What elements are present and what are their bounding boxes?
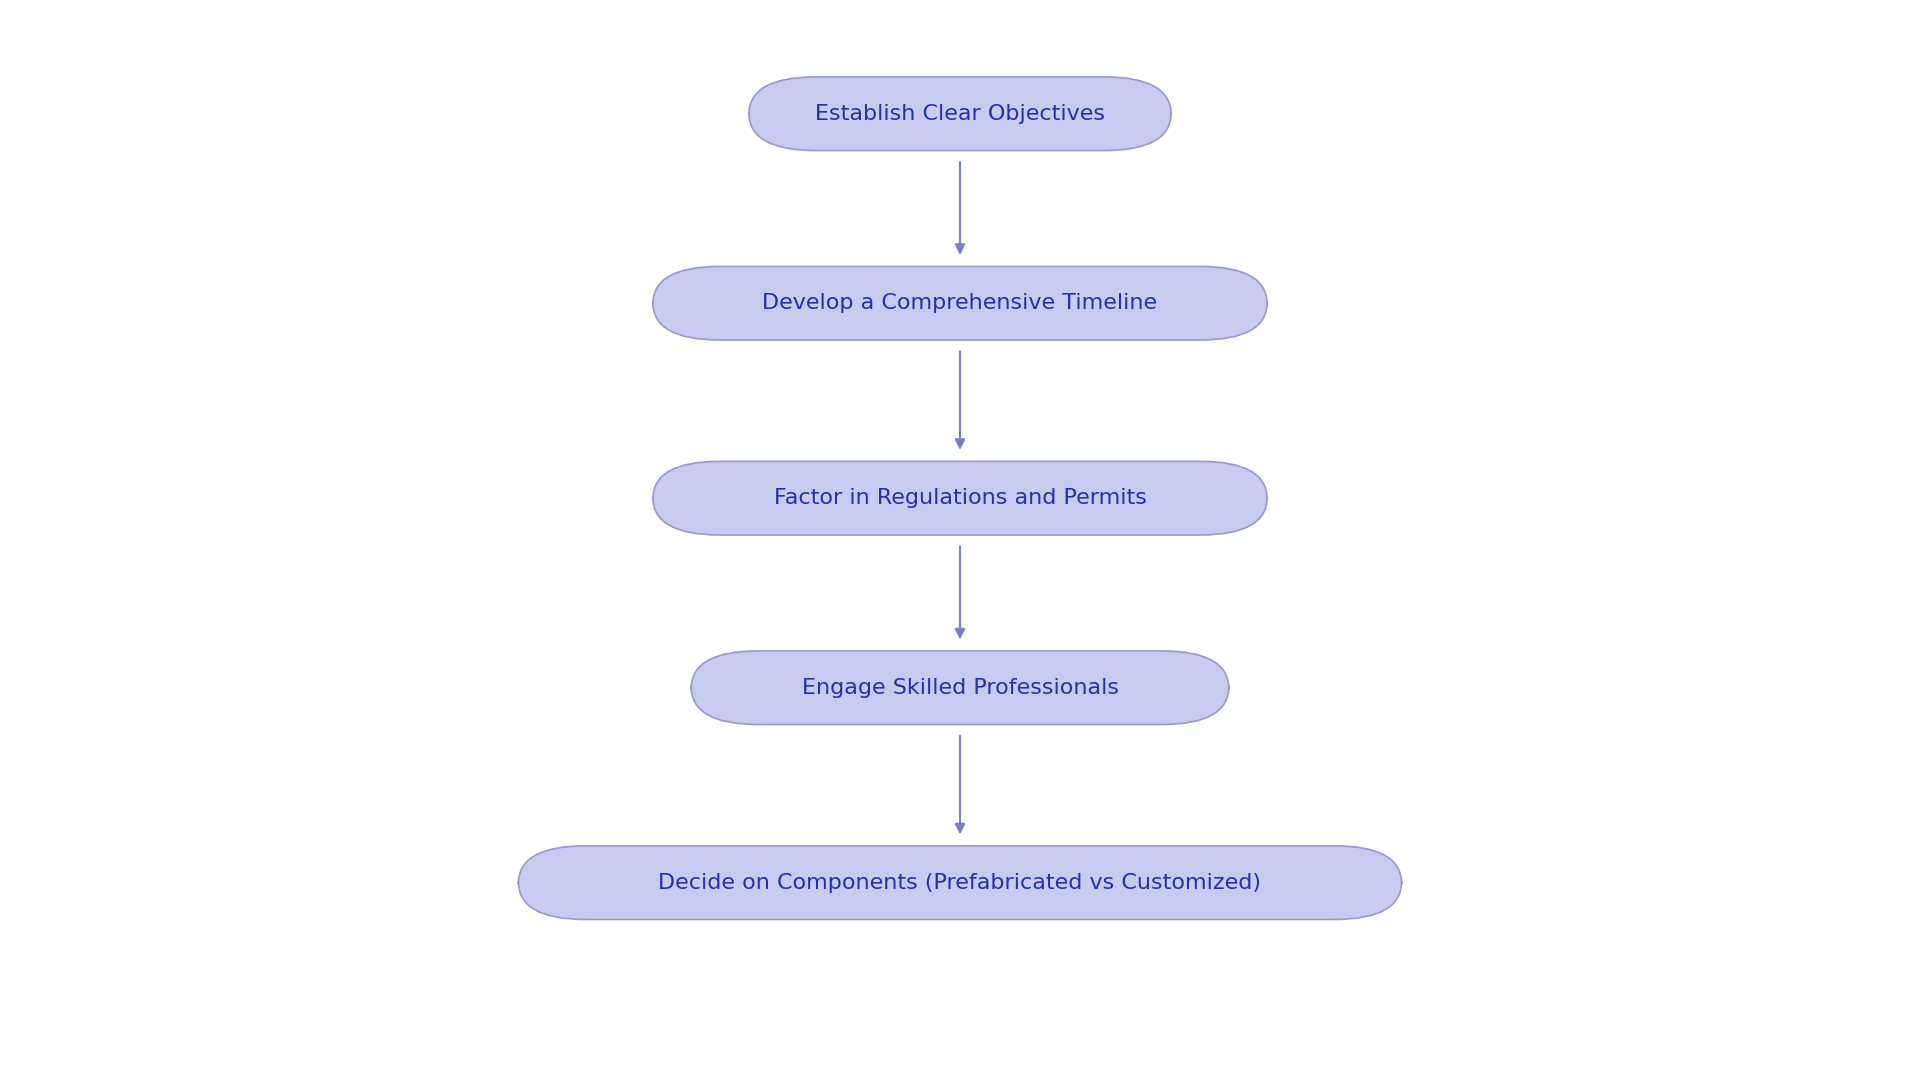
FancyBboxPatch shape (691, 651, 1229, 725)
Text: Develop a Comprehensive Timeline: Develop a Comprehensive Timeline (762, 293, 1158, 313)
Text: Establish Clear Objectives: Establish Clear Objectives (814, 104, 1106, 123)
FancyBboxPatch shape (518, 846, 1402, 919)
FancyBboxPatch shape (653, 266, 1267, 340)
FancyBboxPatch shape (749, 77, 1171, 151)
FancyBboxPatch shape (653, 461, 1267, 535)
Text: Factor in Regulations and Permits: Factor in Regulations and Permits (774, 488, 1146, 508)
Text: Decide on Components (Prefabricated vs Customized): Decide on Components (Prefabricated vs C… (659, 873, 1261, 892)
Text: Engage Skilled Professionals: Engage Skilled Professionals (801, 678, 1119, 697)
